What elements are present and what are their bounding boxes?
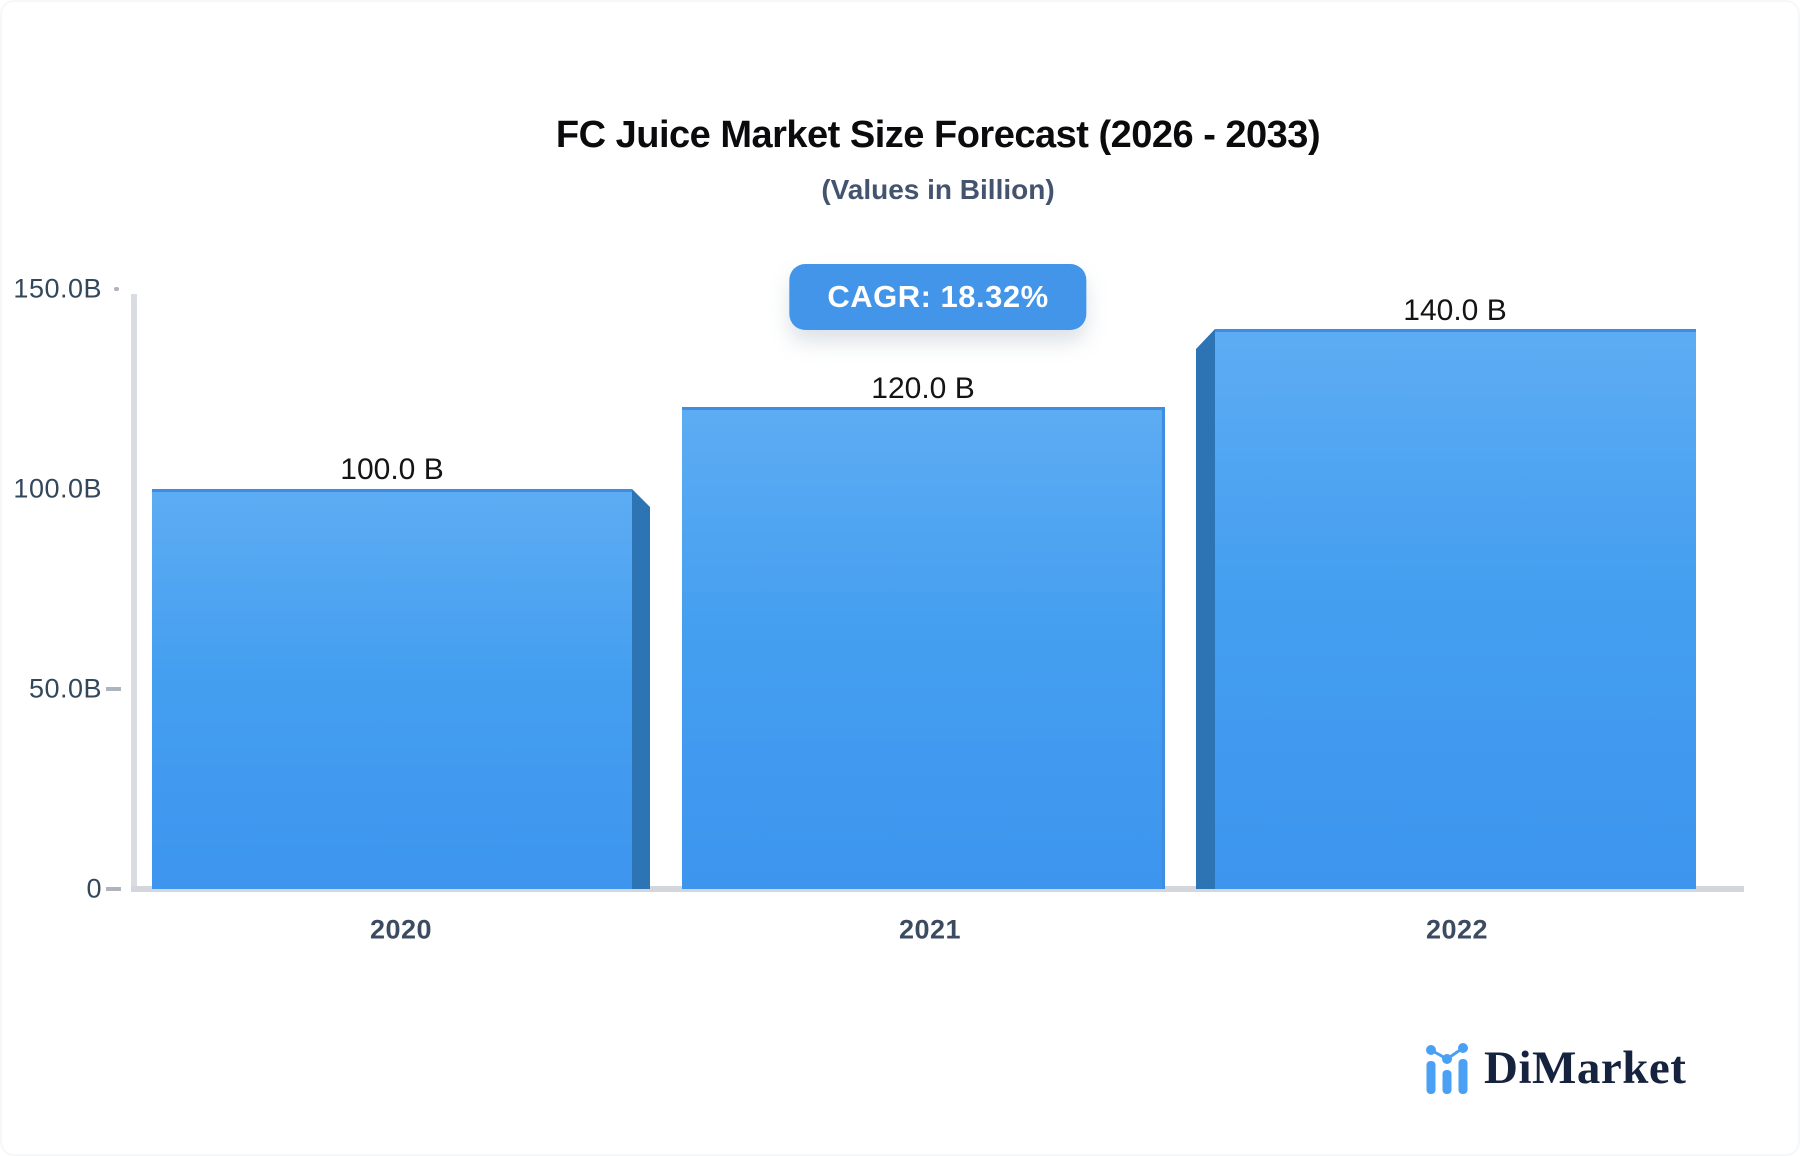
bar-2020 [152, 489, 632, 889]
bar-line-chart-icon [1426, 1043, 1468, 1094]
chart-subtitle: (Values in Billion) [821, 174, 1055, 205]
y-tick-mark-150 [114, 287, 119, 291]
y-axis-line [131, 294, 137, 892]
y-tick-mark-0 [106, 887, 121, 891]
bar-value-label-2021: 120.0 B [871, 372, 975, 405]
bar-2020-side-3d [632, 489, 650, 889]
bar-value-label-2020: 100.0 B [340, 453, 444, 486]
brand-logo: DiMarket [1422, 1040, 1686, 1096]
x-axis-line [131, 886, 1744, 892]
y-tick-label-150: 150.0B [13, 273, 102, 304]
cagr-badge-label: CAGR: 18.32% [827, 279, 1049, 314]
y-tick-label-0: 0 [86, 873, 102, 904]
bar-2021 [682, 407, 1165, 889]
chart-title: FC Juice Market Size Forecast (2026 - 20… [555, 114, 1321, 156]
x-tick-label-2022: 2022 [1425, 914, 1489, 945]
y-tick-label-50: 50.0B [28, 673, 102, 704]
x-tick-label-2020: 2020 [369, 914, 433, 945]
x-tick-label-2021: 2021 [898, 914, 962, 945]
bar-value-label-2022: 140.0 B [1403, 294, 1507, 327]
brand-name: DiMarket [1484, 1042, 1687, 1094]
y-tick-label-100: 100.0B [13, 473, 102, 504]
y-tick-mark-50 [106, 687, 121, 691]
bar-2022-side-3d [1196, 329, 1215, 889]
cagr-badge: CAGR: 18.32% [789, 264, 1087, 330]
bar-2022 [1215, 329, 1696, 889]
